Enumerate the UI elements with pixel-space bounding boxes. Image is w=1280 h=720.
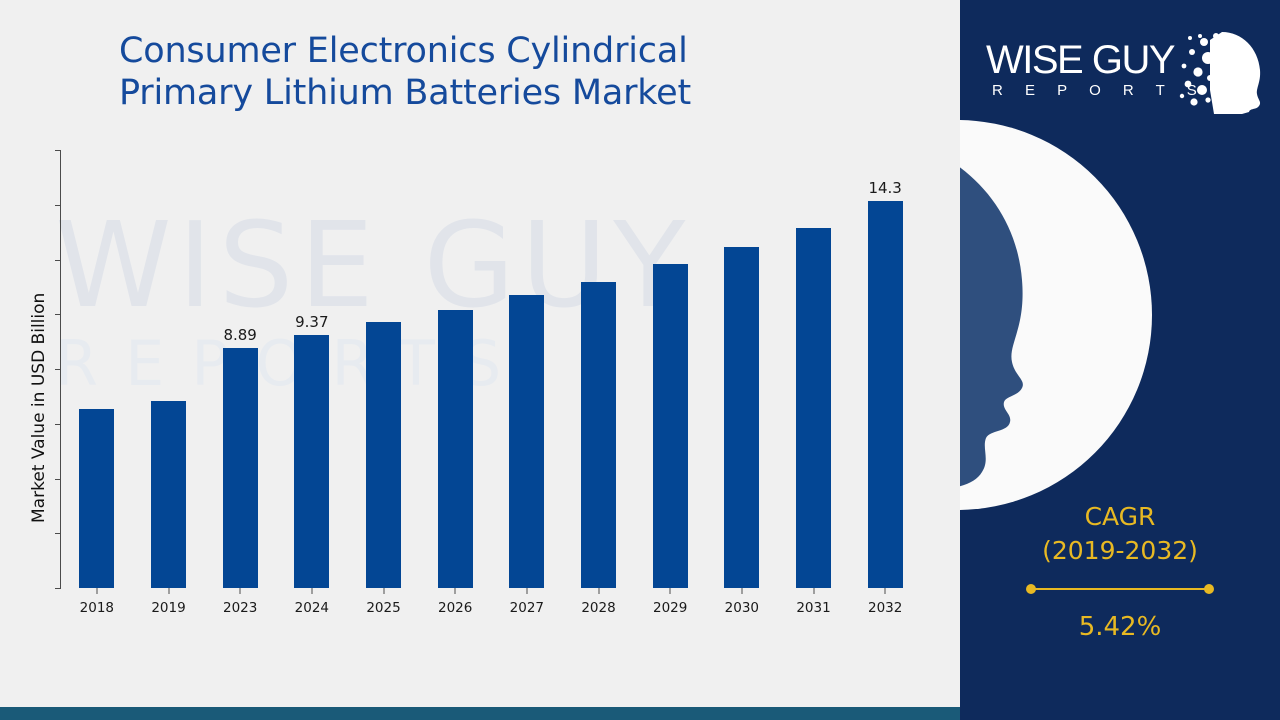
cagr-divider-dot-right <box>1204 584 1214 594</box>
x-axis-tick <box>239 588 241 594</box>
x-axis-tick-label: 2029 <box>652 600 688 616</box>
x-axis-tick <box>96 588 98 594</box>
x-axis-tick-label: 2023 <box>222 600 258 616</box>
y-axis-tick <box>55 423 61 425</box>
x-axis-tick <box>598 588 599 594</box>
y-axis-tick <box>55 314 61 316</box>
x-axis-tick-label: 2032 <box>867 600 903 616</box>
x-axis-tick-label: 2025 <box>366 600 401 616</box>
cagr-divider <box>1026 584 1214 594</box>
x-axis-tick <box>168 588 169 594</box>
bottom-accent-strip <box>0 707 960 720</box>
bar[interactable] <box>652 263 688 588</box>
bar-value-label: 9.37 <box>295 312 329 331</box>
y-axis-tick <box>55 478 61 480</box>
bar[interactable] <box>581 281 616 588</box>
x-axis-tick-label: 2028 <box>581 600 616 616</box>
x-axis-tick-label: 2018 <box>79 600 115 616</box>
bar-group: 9.37 2024 <box>294 150 330 616</box>
y-axis-tick <box>55 369 61 370</box>
bar-group: 2028 <box>581 150 616 616</box>
cagr-title: CAGR <box>1084 502 1156 531</box>
bar-value-label: 14.3 <box>868 179 902 198</box>
bar[interactable] <box>724 246 760 588</box>
page-title: Consumer Electronics Cylindrical Primary… <box>119 30 919 114</box>
bar-group: 2026 <box>437 150 473 616</box>
x-axis-tick <box>741 588 743 594</box>
bar[interactable] <box>222 347 258 588</box>
page-title-line2: Primary Lithium Batteries Market <box>119 73 691 113</box>
bar-value-label: 8.89 <box>223 325 257 344</box>
bar-group: 2018 <box>79 150 115 616</box>
right-brand-panel: WISE GUY R E P O R T S CAGR (2019-2032) … <box>960 0 1280 720</box>
plot-area: 2018 2019 8.89 2023 9.37 2024 2025 2026 2027 2028… <box>61 150 921 616</box>
bar[interactable] <box>509 294 545 588</box>
head-profile-silhouette <box>960 167 1023 487</box>
bar-group: 2030 <box>724 150 760 616</box>
page-title-line1: Consumer Electronics Cylindrical <box>119 31 688 71</box>
y-axis-label: Market Value in USD Billion <box>29 292 49 524</box>
cagr-period: (2019-2032) <box>1042 536 1198 565</box>
cagr-block: CAGR (2019-2032) 5.42% <box>960 500 1280 642</box>
cagr-value: 5.42% <box>1078 612 1162 642</box>
bar[interactable] <box>437 309 473 588</box>
y-axis-tick <box>55 588 61 589</box>
x-axis-tick-label: 2026 <box>437 600 473 616</box>
bar-group: 2029 <box>652 150 688 616</box>
y-axis-tick <box>55 150 61 151</box>
x-axis-tick <box>813 588 814 594</box>
bar-group: 2027 <box>509 150 545 616</box>
x-axis-tick <box>669 588 671 594</box>
bar-chart: Market Value in USD Billion 2018 2019 8.89… <box>29 150 921 616</box>
x-axis-tick-label: 2019 <box>151 600 186 616</box>
x-axis-tick-label: 2030 <box>724 600 760 616</box>
bar-group: 8.89 2023 <box>222 150 258 616</box>
x-axis-tick <box>526 588 528 594</box>
y-axis-tick <box>55 533 61 535</box>
y-axis-tick <box>55 204 61 206</box>
bar[interactable] <box>366 321 401 588</box>
y-axis-tick <box>55 259 61 261</box>
brand-logo: WISE GUY R E P O R T S <box>978 30 1264 116</box>
bar-group: 14.3 2032 <box>867 150 903 616</box>
bar-group: 2019 <box>151 150 186 616</box>
x-axis-tick-label: 2031 <box>796 600 831 616</box>
left-content-panel: Consumer Electronics Cylindrical Primary… <box>0 30 960 720</box>
x-axis-tick <box>884 588 886 594</box>
bar-group: 2031 <box>796 150 831 616</box>
logo-wordmark-bottom: R E P O R T S <box>992 82 1206 99</box>
logo-wordmark-top: WISE GUY <box>986 38 1176 82</box>
bar-group: 2025 <box>366 150 401 616</box>
bar[interactable] <box>867 201 903 588</box>
bar[interactable] <box>294 334 330 588</box>
bar[interactable] <box>796 227 831 588</box>
logo-head-profile-icon <box>1179 32 1261 114</box>
bar[interactable] <box>151 401 186 588</box>
x-axis-tick-label: 2027 <box>509 600 545 616</box>
x-axis-tick <box>383 588 384 594</box>
x-axis-tick-label: 2024 <box>294 600 330 616</box>
x-axis-tick <box>311 588 313 594</box>
bar[interactable] <box>79 409 115 588</box>
x-axis-tick <box>454 588 456 594</box>
cagr-divider-line <box>1031 588 1209 590</box>
decorative-dot-cluster <box>960 120 1160 520</box>
